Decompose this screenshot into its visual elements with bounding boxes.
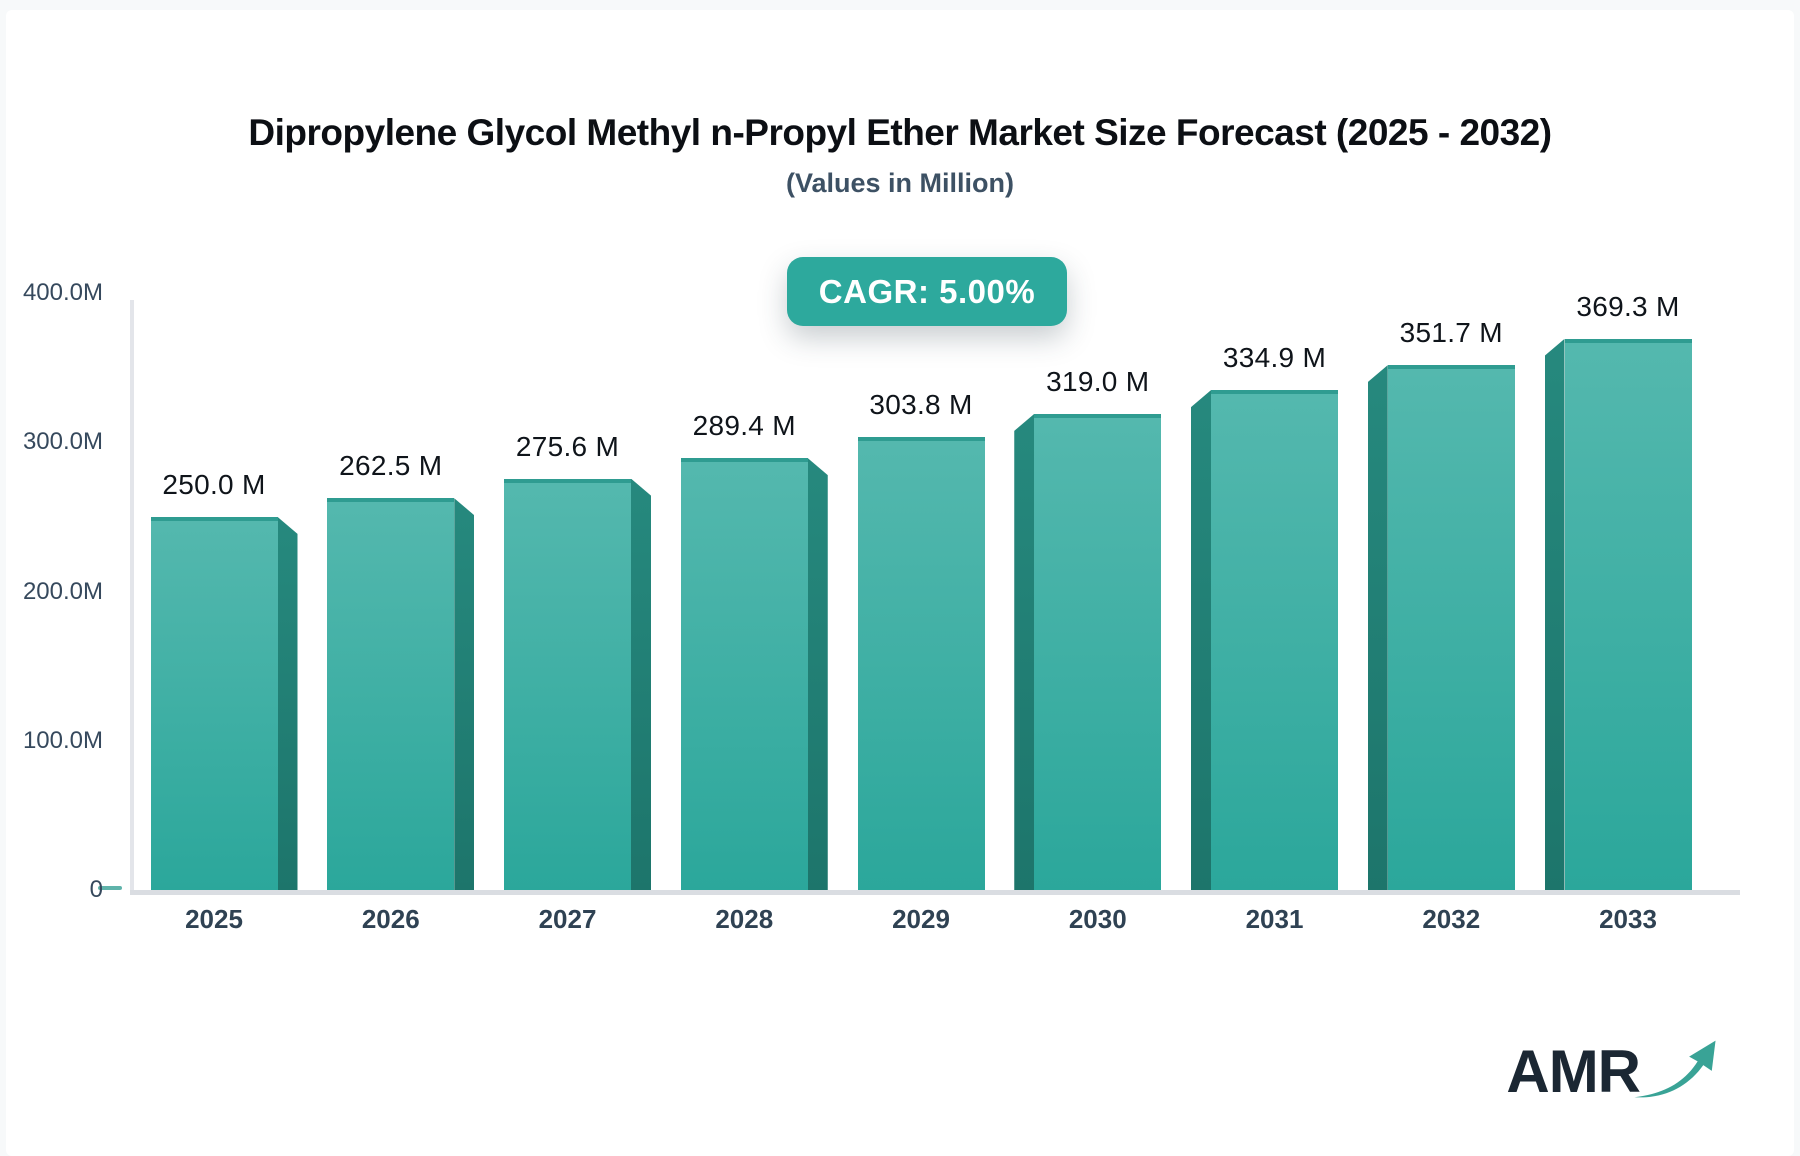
y-axis-line xyxy=(130,300,134,895)
bar-2027-side-face xyxy=(631,478,651,890)
bar-value-label: 351.7 M xyxy=(1399,317,1503,349)
x-tick-label: 2025 xyxy=(185,904,243,934)
bar-2028 xyxy=(680,458,808,890)
y-tick-label: 300.0M xyxy=(22,428,103,456)
y-tick-label: 200.0M xyxy=(22,577,103,605)
bar-value-label: 275.6 M xyxy=(515,430,620,462)
bar-2025 xyxy=(150,516,278,890)
x-tick-label: 2026 xyxy=(361,904,420,934)
x-axis-baseline xyxy=(130,890,1740,895)
cagr-badge-label: CAGR: 5.00% xyxy=(818,272,1036,310)
bar-2031 xyxy=(1211,390,1338,890)
zero-tick-mark xyxy=(98,886,122,890)
bar-2027 xyxy=(504,478,631,890)
bar-2032 xyxy=(1387,365,1515,890)
bar-2033 xyxy=(1564,338,1692,890)
chart-title: Dipropylene Glycol Methyl n-Propyl Ether… xyxy=(248,112,1552,153)
bar-2025-side-face xyxy=(277,516,298,890)
bar-2032-side-face xyxy=(1367,365,1388,890)
bar-2028-side-face xyxy=(807,458,828,890)
x-tick-label: 2032 xyxy=(1422,904,1481,934)
x-tick-label: 2031 xyxy=(1245,904,1304,934)
bar-2026 xyxy=(327,498,455,890)
growth-arrow-icon xyxy=(1634,1040,1716,1098)
bar-2026-side-face xyxy=(454,498,475,890)
chart-subtitle: (Values in Million) xyxy=(785,168,1015,198)
y-tick-label: 100.0M xyxy=(22,726,103,754)
y-tick-label: 400.0M xyxy=(22,279,103,306)
bar-value-label: 369.3 M xyxy=(1576,290,1680,322)
bar-2029 xyxy=(857,436,985,890)
bar-2030-side-face xyxy=(1014,413,1035,890)
cagr-badge: CAGR: 5.00% xyxy=(787,257,1067,326)
bar-value-label: 319.0 M xyxy=(1046,365,1150,397)
bar-2030 xyxy=(1034,413,1162,890)
x-tick-label: 2033 xyxy=(1599,904,1657,934)
bar-value-label: 303.8 M xyxy=(869,388,973,420)
amr-logo-text: AMR xyxy=(1506,1037,1641,1105)
bar-value-label: 262.5 M xyxy=(339,450,443,482)
x-tick-label: 2029 xyxy=(892,904,950,934)
bar-value-label: 250.0 M xyxy=(162,468,266,500)
x-tick-label: 2028 xyxy=(715,904,774,934)
bar-2033-side-face xyxy=(1544,338,1565,890)
amr-logo: AMR xyxy=(1506,1032,1718,1110)
bar-2031-side-face xyxy=(1191,390,1211,890)
bar-value-label: 289.4 M xyxy=(692,410,796,442)
bar-value-label: 334.9 M xyxy=(1222,342,1327,374)
y-tick-label: 0 xyxy=(89,876,103,903)
x-tick-label: 2027 xyxy=(538,904,597,934)
x-tick-label: 2030 xyxy=(1068,904,1127,934)
